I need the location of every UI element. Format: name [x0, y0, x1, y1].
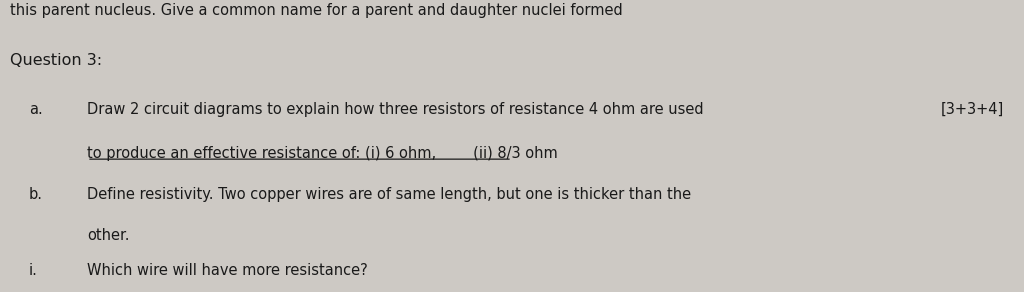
Text: [3+3+4]: [3+3+4]	[940, 102, 1004, 117]
Text: other.: other.	[87, 228, 130, 243]
Text: b.: b.	[29, 187, 43, 202]
Text: Which wire will have more resistance?: Which wire will have more resistance?	[87, 263, 368, 278]
Text: Question 3:: Question 3:	[10, 53, 102, 67]
Text: a.: a.	[29, 102, 42, 117]
Text: i.: i.	[29, 263, 38, 278]
Text: to produce an effective resistance of: (i) 6 ohm,        (ii) 8/3 ohm: to produce an effective resistance of: (…	[87, 146, 558, 161]
Text: Draw 2 circuit diagrams to explain how three resistors of resistance 4 ohm are u: Draw 2 circuit diagrams to explain how t…	[87, 102, 703, 117]
Text: Define resistivity. Two copper wires are of same length, but one is thicker than: Define resistivity. Two copper wires are…	[87, 187, 691, 202]
Text: this parent nucleus. Give a common name for a parent and daughter nuclei formed: this parent nucleus. Give a common name …	[10, 3, 623, 18]
